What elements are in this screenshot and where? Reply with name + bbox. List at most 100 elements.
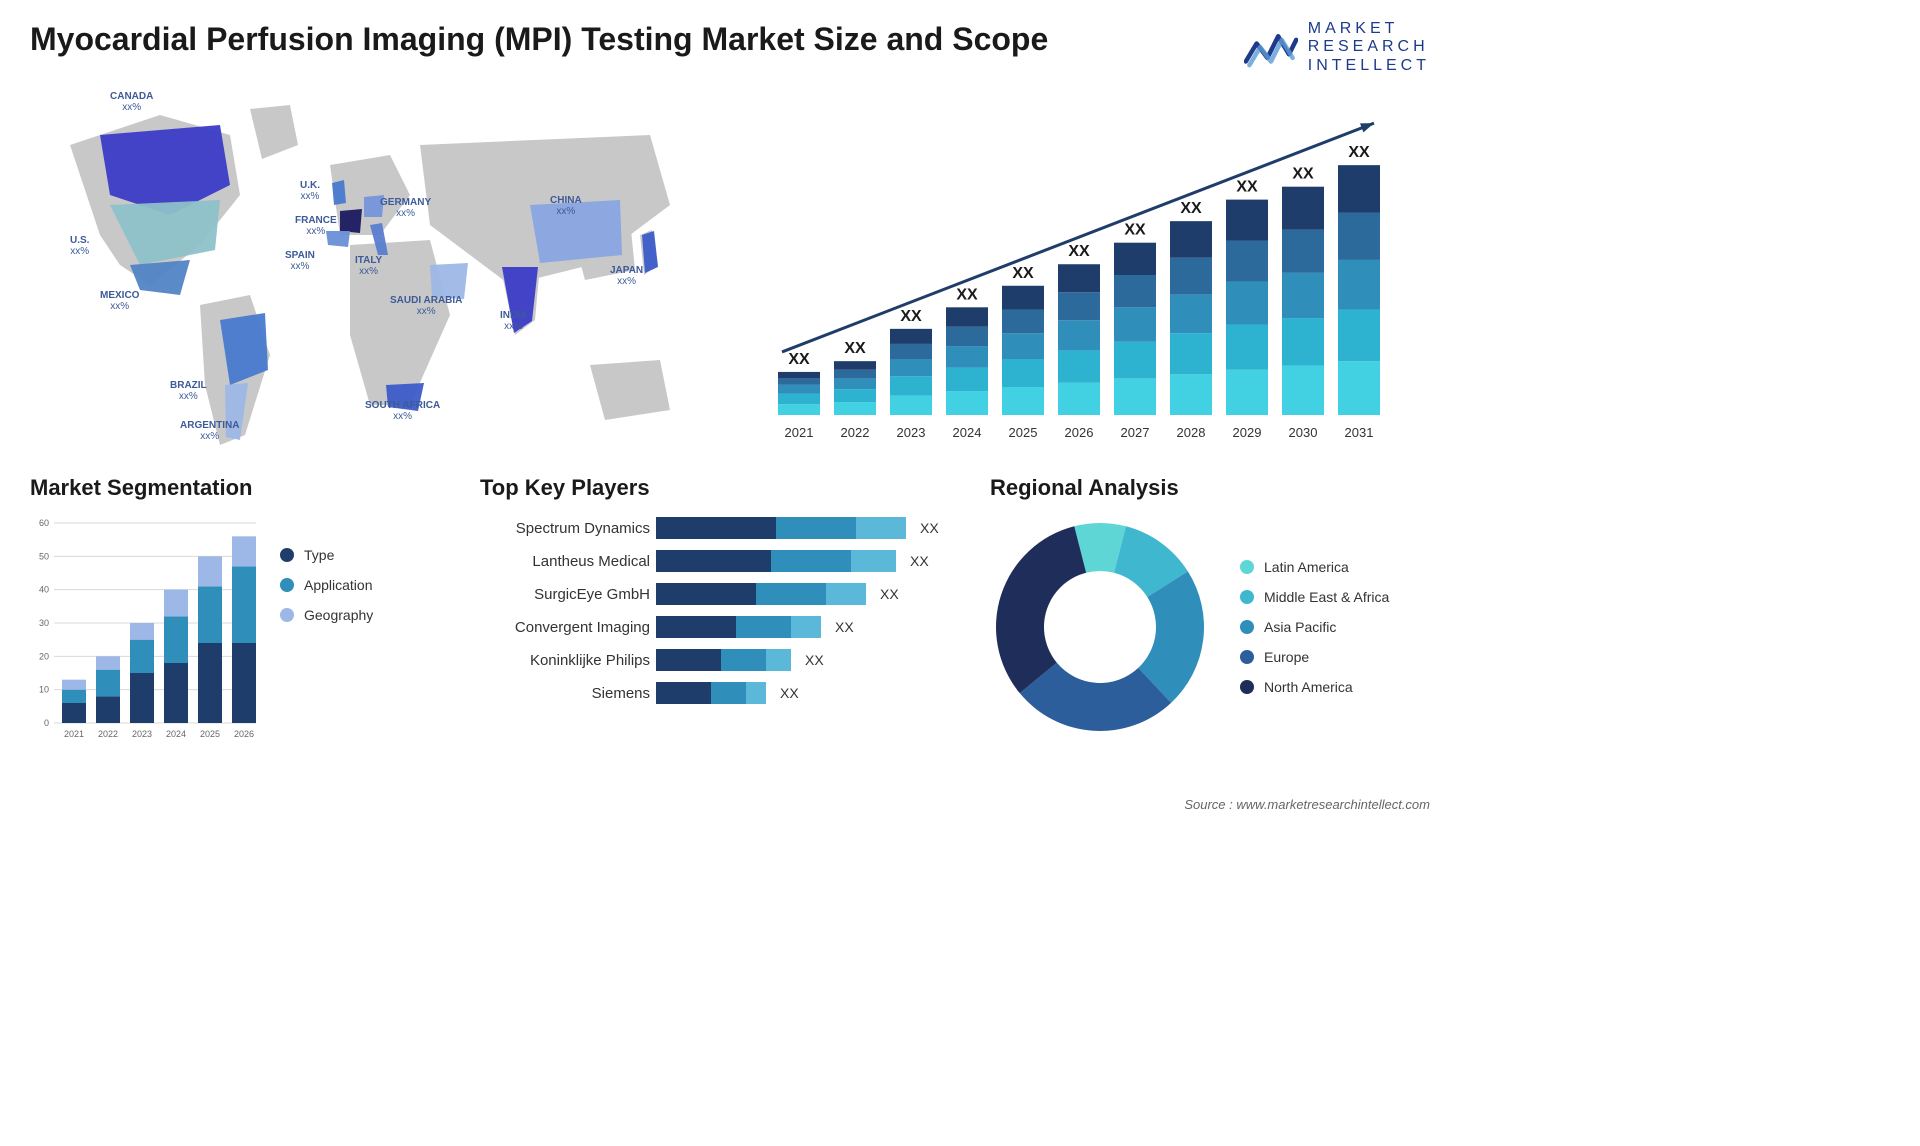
svg-text:2026: 2026: [234, 729, 254, 739]
svg-text:2024: 2024: [166, 729, 186, 739]
legend-swatch: [1240, 680, 1254, 694]
regional-panel: Regional Analysis Latin AmericaMiddle Ea…: [990, 475, 1430, 785]
players-list: Spectrum DynamicsXXLantheus MedicalXXSur…: [480, 517, 960, 704]
player-bar: [656, 649, 791, 671]
svg-text:2029: 2029: [1233, 425, 1262, 440]
map-label: JAPANxx%: [610, 265, 643, 287]
svg-text:2027: 2027: [1121, 425, 1150, 440]
players-panel: Top Key Players Spectrum DynamicsXXLanth…: [480, 475, 960, 785]
segmentation-title: Market Segmentation: [30, 475, 450, 501]
title-wrap: Myocardial Perfusion Imaging (MPI) Testi…: [30, 20, 1048, 58]
svg-text:XX: XX: [1292, 166, 1314, 183]
brand-logo-icon: [1244, 27, 1298, 69]
player-bar-segment: [656, 517, 776, 539]
segmentation-legend: Type Application Geography: [280, 517, 373, 747]
player-bar-segment: [851, 550, 896, 572]
map-label: MEXICOxx%: [100, 290, 139, 312]
player-bar-segment: [856, 517, 906, 539]
map-label: U.S.xx%: [70, 235, 89, 257]
player-bar-segment: [656, 649, 721, 671]
legend-item: Europe: [1240, 649, 1389, 665]
player-bar-segment: [766, 649, 791, 671]
svg-text:10: 10: [39, 685, 49, 695]
svg-text:40: 40: [39, 585, 49, 595]
player-bar: [656, 616, 821, 638]
player-value: XX: [920, 520, 939, 536]
regional-title: Regional Analysis: [990, 475, 1430, 501]
player-bar: [656, 550, 896, 572]
svg-text:2021: 2021: [64, 729, 84, 739]
svg-text:XX: XX: [900, 308, 922, 325]
player-bar-segment: [656, 550, 771, 572]
players-title: Top Key Players: [480, 475, 960, 501]
brand-line2: RESEARCH: [1308, 38, 1430, 56]
player-bar-segment: [746, 682, 766, 704]
svg-text:XX: XX: [1124, 222, 1146, 239]
map-label: ARGENTINAxx%: [180, 420, 239, 442]
legend-label: Latin America: [1264, 559, 1349, 575]
map-label: CHINAxx%: [550, 195, 582, 217]
legend-label: Geography: [304, 607, 373, 623]
svg-text:2024: 2024: [953, 425, 982, 440]
player-value: XX: [780, 685, 799, 701]
map-label: FRANCExx%: [295, 215, 337, 237]
player-row: Koninklijke PhilipsXX: [480, 649, 960, 671]
legend-item: Type: [280, 547, 373, 563]
brand-line3: INTELLECT: [1308, 57, 1430, 75]
player-name: Siemens: [480, 685, 650, 702]
legend-label: Asia Pacific: [1264, 619, 1336, 635]
player-value: XX: [910, 553, 929, 569]
svg-text:50: 50: [39, 552, 49, 562]
player-bar: [656, 682, 766, 704]
player-bar-segment: [826, 583, 866, 605]
legend-swatch: [1240, 560, 1254, 574]
legend-swatch: [280, 608, 294, 622]
regional-donut-svg: [990, 517, 1210, 737]
player-bar-segment: [711, 682, 746, 704]
player-name: Convergent Imaging: [480, 619, 650, 636]
legend-swatch: [280, 578, 294, 592]
player-value: XX: [805, 652, 824, 668]
svg-text:60: 60: [39, 518, 49, 528]
map-label: GERMANYxx%: [380, 197, 431, 219]
player-name: SurgicEye GmbH: [480, 586, 650, 603]
regional-legend: Latin AmericaMiddle East & AfricaAsia Pa…: [1240, 559, 1389, 695]
legend-swatch: [1240, 590, 1254, 604]
map-label: SPAINxx%: [285, 250, 315, 272]
legend-label: Application: [304, 577, 373, 593]
player-bar: [656, 517, 906, 539]
svg-text:2025: 2025: [200, 729, 220, 739]
player-bar: [656, 583, 866, 605]
svg-text:2028: 2028: [1177, 425, 1206, 440]
forecast-chart: XX2021XX2022XX2023XX2024XX2025XX2026XX20…: [750, 85, 1430, 455]
svg-text:2021: 2021: [785, 425, 814, 440]
svg-text:2026: 2026: [1065, 425, 1094, 440]
svg-text:XX: XX: [1012, 265, 1034, 282]
legend-item: Asia Pacific: [1240, 619, 1389, 635]
svg-text:XX: XX: [1068, 243, 1090, 260]
legend-item: North America: [1240, 679, 1389, 695]
svg-text:2023: 2023: [897, 425, 926, 440]
world-map: CANADAxx%U.S.xx%MEXICOxx%BRAZILxx%ARGENT…: [30, 85, 710, 455]
page-title: Myocardial Perfusion Imaging (MPI) Testi…: [30, 20, 1048, 58]
svg-text:XX: XX: [788, 351, 810, 368]
svg-text:2023: 2023: [132, 729, 152, 739]
legend-item: Latin America: [1240, 559, 1389, 575]
svg-text:30: 30: [39, 618, 49, 628]
legend-label: Type: [304, 547, 334, 563]
map-label: U.K.xx%: [300, 180, 320, 202]
player-bar-segment: [721, 649, 766, 671]
svg-text:0: 0: [44, 718, 49, 728]
player-row: Siemens XX: [480, 682, 960, 704]
brand-logo-text: MARKET RESEARCH INTELLECT: [1308, 20, 1430, 75]
svg-text:XX: XX: [1180, 200, 1202, 217]
svg-text:2022: 2022: [98, 729, 118, 739]
player-name: Lantheus Medical: [480, 553, 650, 570]
legend-swatch: [280, 548, 294, 562]
svg-text:20: 20: [39, 652, 49, 662]
svg-text:XX: XX: [1236, 179, 1258, 196]
player-bar-segment: [656, 583, 756, 605]
player-value: XX: [880, 586, 899, 602]
player-bar-segment: [656, 682, 711, 704]
player-row: Lantheus Medical XX: [480, 550, 960, 572]
